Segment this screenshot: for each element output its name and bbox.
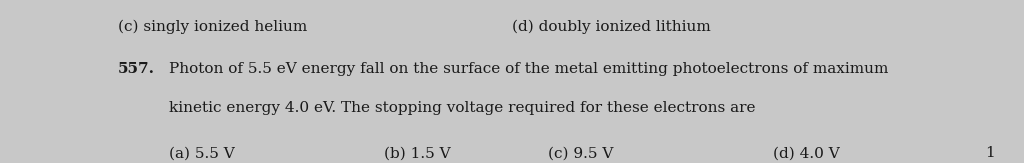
Text: 557.: 557. — [118, 62, 155, 76]
Text: (d) doubly ionized lithium: (d) doubly ionized lithium — [512, 20, 711, 34]
Text: (c) 9.5 V: (c) 9.5 V — [548, 147, 613, 161]
Text: 1: 1 — [985, 146, 995, 160]
Text: (a) 5.5 V: (a) 5.5 V — [169, 147, 234, 161]
Text: (d) 4.0 V: (d) 4.0 V — [773, 147, 840, 161]
Text: (c) singly ionized helium: (c) singly ionized helium — [118, 20, 307, 34]
Text: kinetic energy 4.0 eV. The stopping voltage required for these electrons are: kinetic energy 4.0 eV. The stopping volt… — [169, 101, 756, 115]
Text: (b) 1.5 V: (b) 1.5 V — [384, 147, 451, 161]
Text: Photon of 5.5 eV energy fall on the surface of the metal emitting photoelectrons: Photon of 5.5 eV energy fall on the surf… — [169, 62, 889, 76]
